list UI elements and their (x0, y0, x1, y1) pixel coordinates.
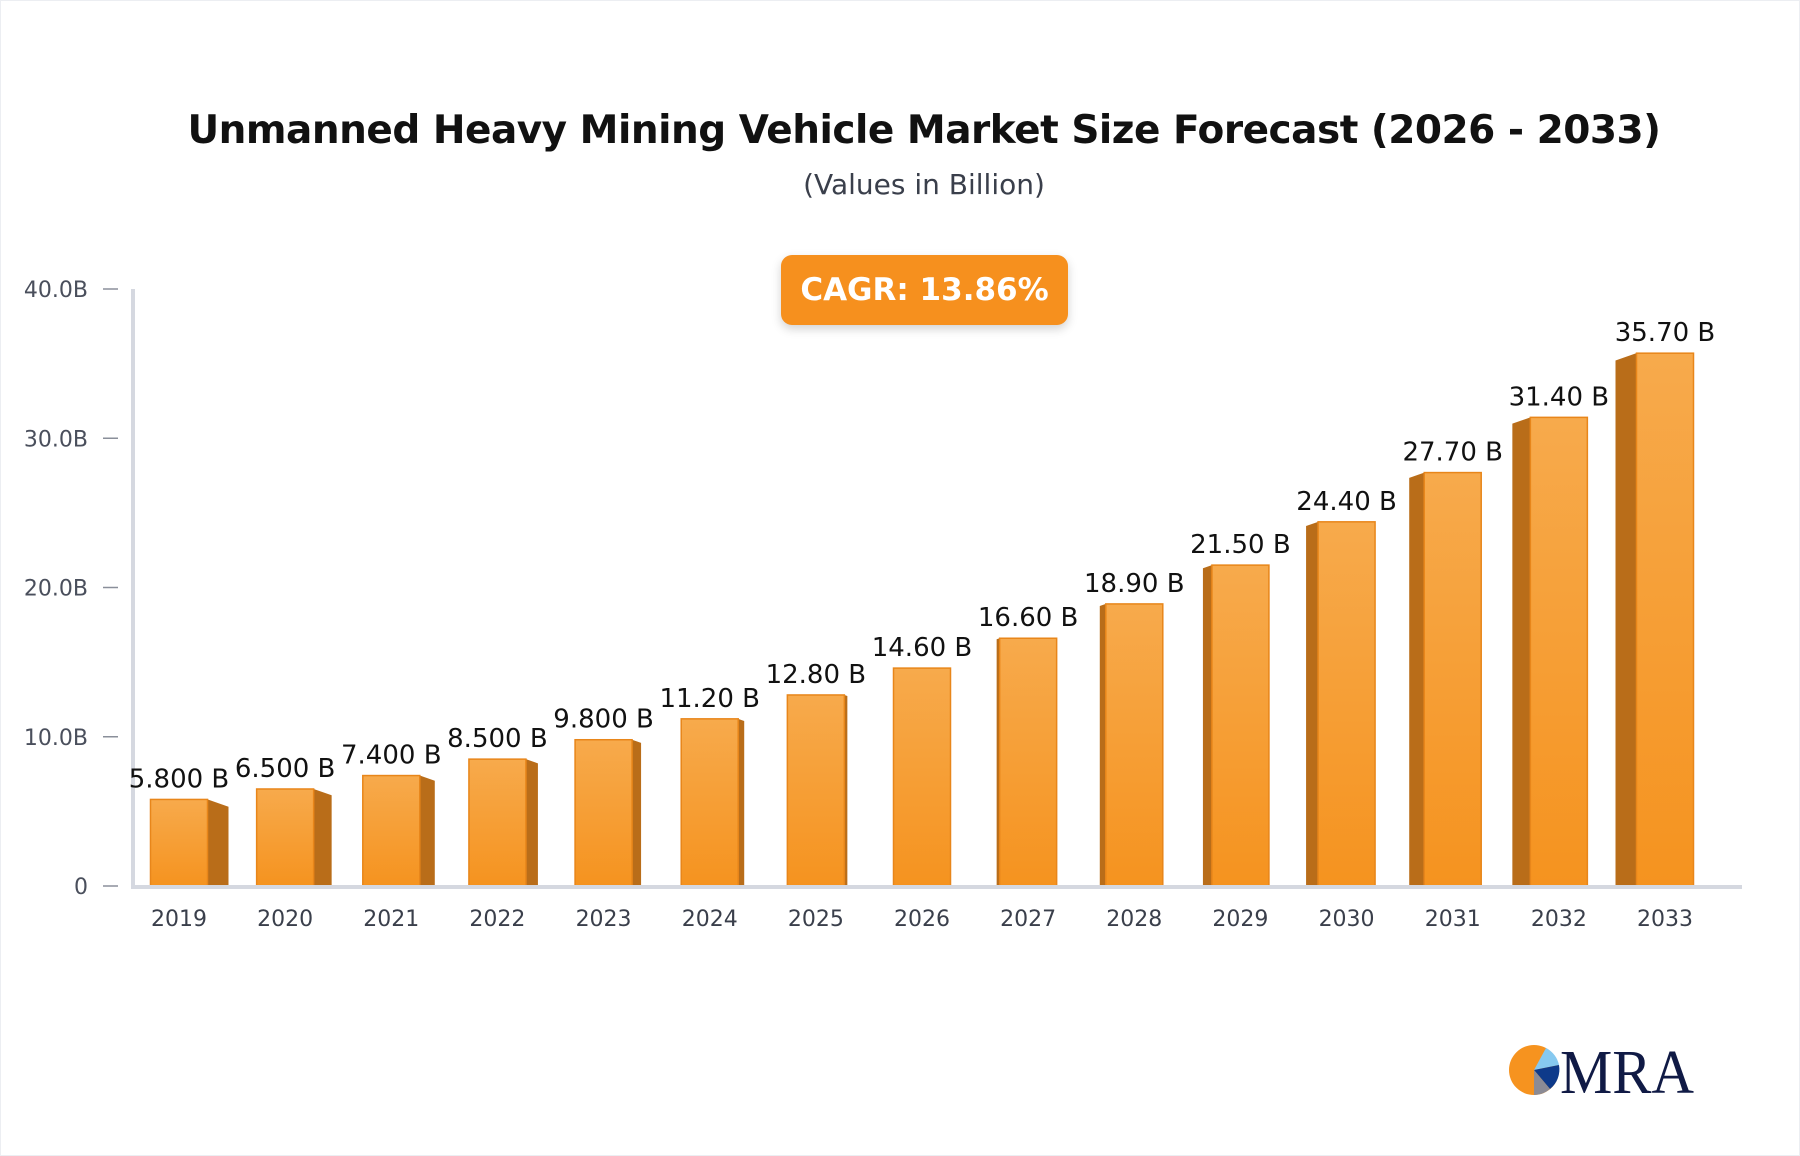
bar (1635, 352, 1695, 887)
bar (786, 694, 846, 887)
x-tick-label: 2020 (257, 907, 313, 932)
data-label: 16.60 B (978, 603, 1079, 633)
y-tick-label: 40.0B (24, 278, 88, 303)
y-tick-label: 30.0B (24, 427, 88, 452)
bar (149, 798, 209, 887)
y-tick-label: 20.0B (24, 577, 88, 602)
data-label: 11.20 B (659, 684, 760, 714)
data-label: 9.800 B (553, 705, 654, 735)
data-label: 31.40 B (1509, 382, 1610, 412)
bar-side (632, 739, 642, 886)
x-tick-label: 2028 (1106, 907, 1162, 932)
bar-side (1099, 603, 1106, 886)
bar (468, 758, 527, 887)
x-tick-label: 2033 (1637, 907, 1693, 932)
data-label: 7.400 B (341, 741, 442, 771)
bar-side (1512, 417, 1531, 886)
data-label: 18.90 B (1084, 569, 1185, 599)
x-tick-label: 2023 (576, 907, 632, 932)
bar (362, 774, 421, 887)
x-tick-label: 2031 (1425, 907, 1481, 932)
chart-title: Unmanned Heavy Mining Vehicle Market Siz… (187, 108, 1661, 153)
logo-text: MRA (1560, 1040, 1694, 1100)
x-tick-label: 2026 (894, 907, 950, 932)
chart-subtitle: (Values in Billion) (803, 168, 1045, 201)
bar (1211, 564, 1270, 887)
bar (574, 738, 633, 887)
y-tick-label: 0 (74, 875, 88, 900)
x-tick-label: 2027 (1000, 907, 1056, 932)
data-label: 24.40 B (1296, 487, 1397, 517)
data-label: 14.60 B (872, 633, 973, 663)
x-tick-label: 2019 (151, 907, 207, 932)
bar-side (738, 718, 745, 886)
bar (255, 788, 315, 887)
data-label: 5.800 B (129, 764, 230, 794)
x-tick-label: 2029 (1212, 907, 1268, 932)
bar-side (1202, 565, 1212, 886)
bar (1529, 416, 1589, 887)
data-label: 6.500 B (235, 754, 336, 784)
bar-side (207, 799, 229, 886)
x-tick-label: 2021 (363, 907, 419, 932)
y-tick-label: 10.0B (24, 726, 88, 751)
bar (1423, 471, 1482, 887)
bar (680, 718, 739, 887)
bar-side (1306, 521, 1319, 886)
bar (1317, 521, 1376, 887)
data-label: 27.70 B (1402, 438, 1503, 468)
data-label: 12.80 B (766, 660, 867, 690)
bar-side (419, 775, 435, 886)
data-label: 21.50 B (1190, 530, 1291, 560)
x-tick-label: 2030 (1319, 907, 1375, 932)
x-tick-label: 2022 (469, 907, 525, 932)
bar (892, 667, 952, 887)
mra-logo: MRA (1509, 1040, 1694, 1100)
bar (1105, 603, 1164, 887)
bar-side (313, 788, 332, 886)
data-label: 8.500 B (447, 724, 548, 754)
data-label: 35.70 B (1615, 318, 1716, 348)
x-tick-label: 2024 (682, 907, 738, 932)
bar (998, 637, 1058, 887)
x-tick-label: 2032 (1531, 907, 1587, 932)
bar-side (1615, 353, 1637, 886)
bar-side (1409, 472, 1425, 886)
x-tick-label: 2025 (788, 907, 844, 932)
cagr-badge: CAGR: 13.86% (781, 255, 1068, 325)
bar-side (525, 759, 538, 886)
